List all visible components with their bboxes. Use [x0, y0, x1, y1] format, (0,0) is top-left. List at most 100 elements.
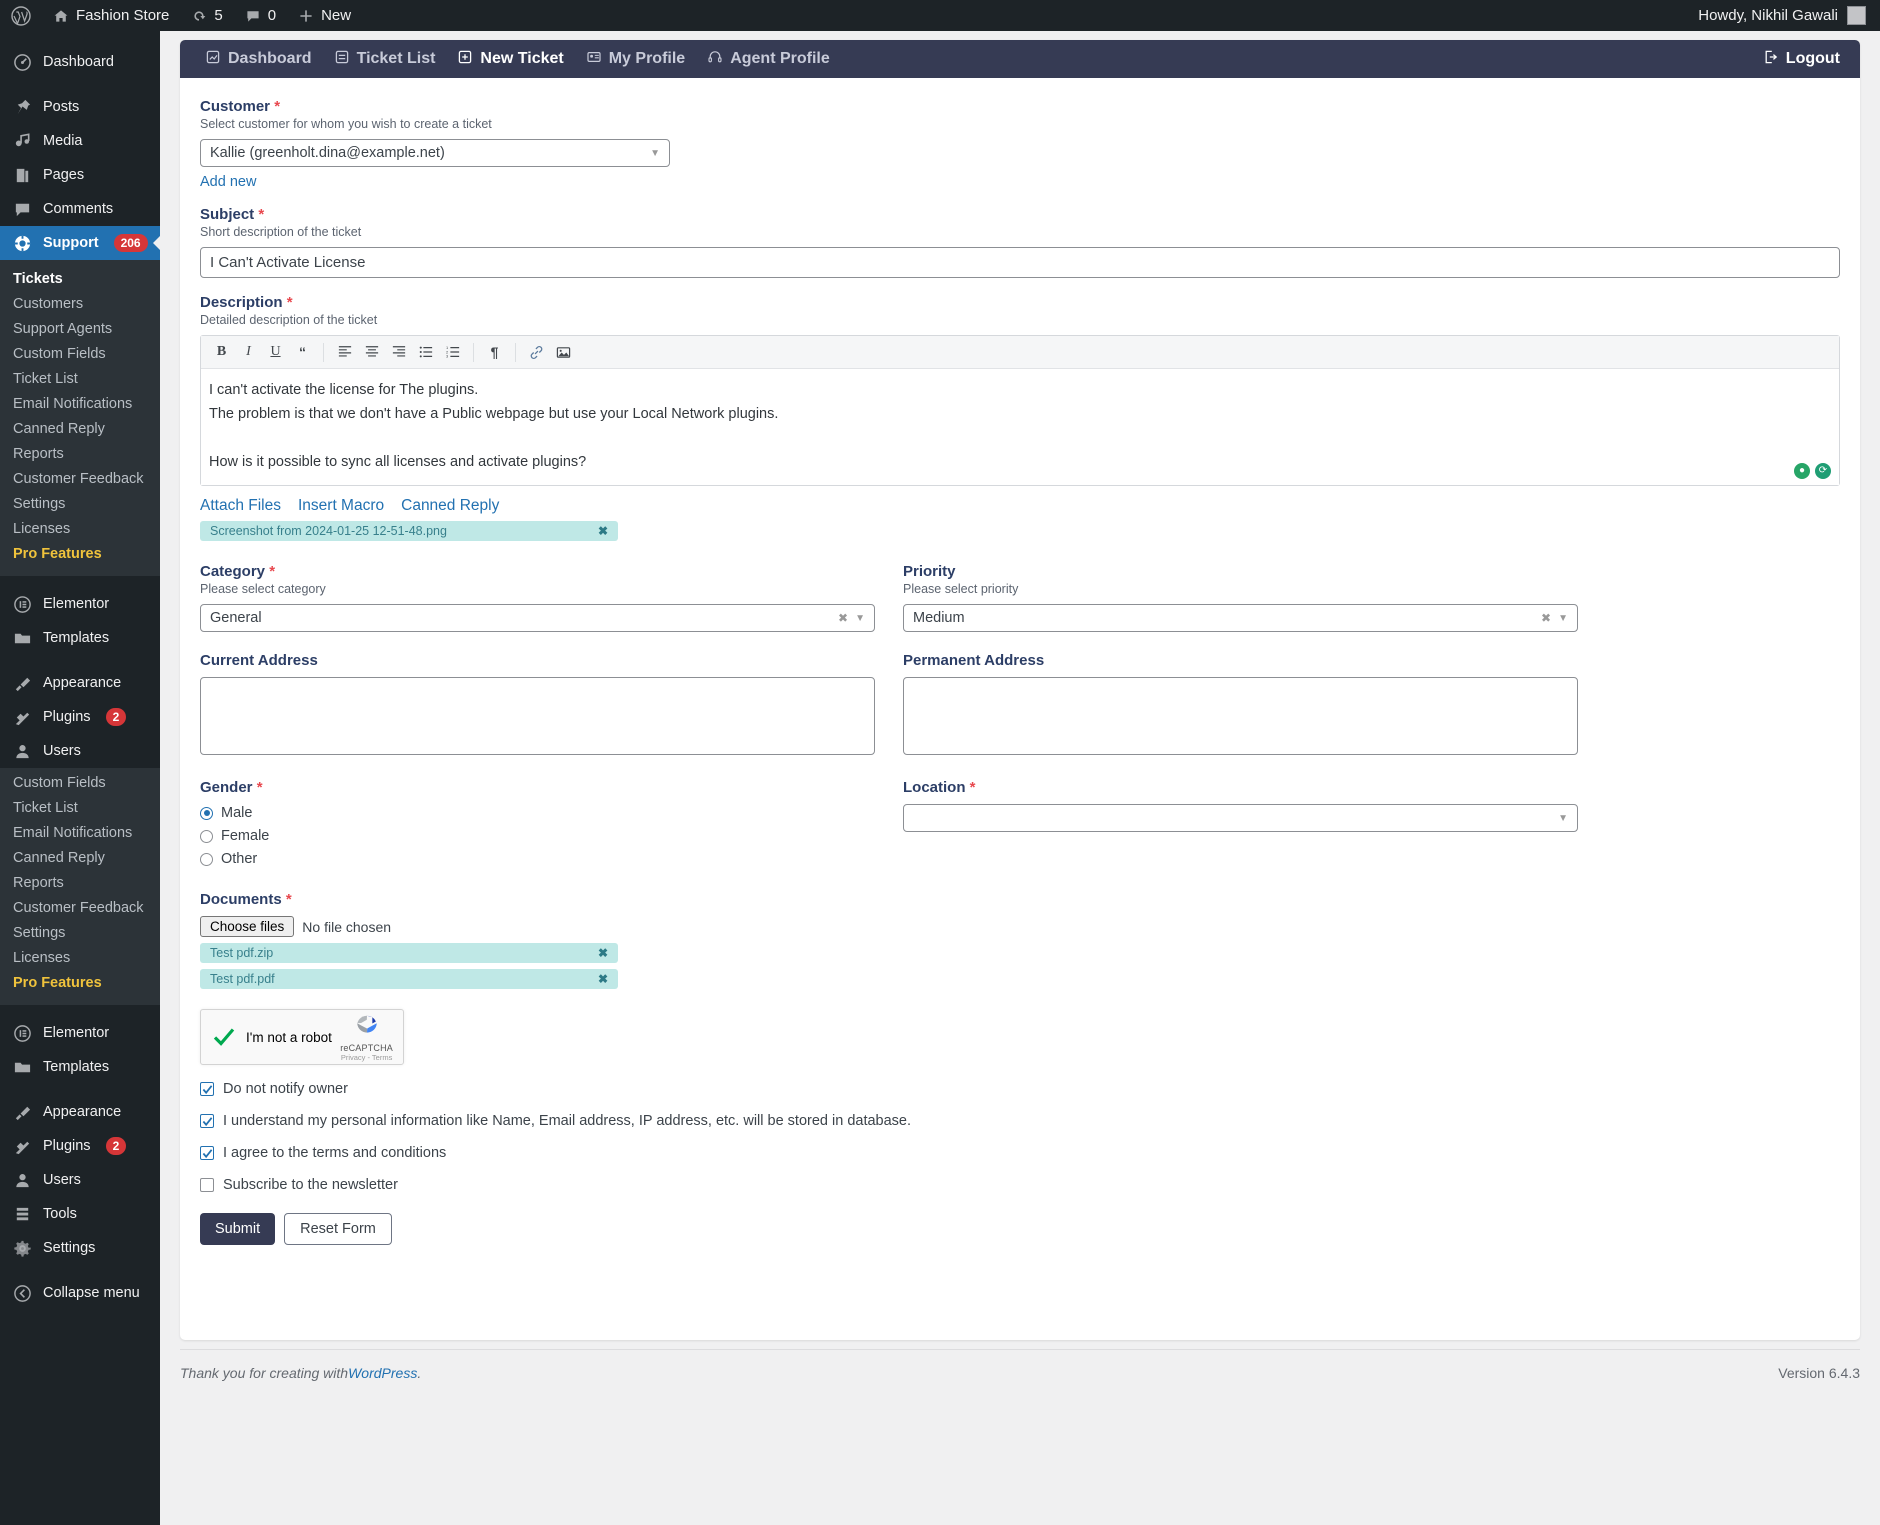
- link-icon[interactable]: [524, 340, 549, 365]
- italic-icon[interactable]: I: [246, 344, 251, 359]
- choose-files-button[interactable]: Choose files: [200, 916, 295, 937]
- blockquote-icon[interactable]: “: [299, 344, 306, 360]
- clear-priority-icon[interactable]: ✖: [1541, 611, 1552, 625]
- submenu-item-licenses[interactable]: Licenses: [13, 520, 71, 537]
- remove-document-icon[interactable]: ✖: [597, 972, 608, 986]
- logout-button[interactable]: Logout: [1757, 49, 1846, 70]
- gender-option-other[interactable]: Other: [200, 849, 875, 869]
- recaptcha-widget[interactable]: I'm not a robot reCAPTCHA Privacy - Term…: [200, 1009, 404, 1065]
- gender-option-male[interactable]: Male: [200, 803, 875, 823]
- add-new-customer-link[interactable]: Add new: [200, 174, 257, 190]
- submenu2-item-settings[interactable]: Settings: [13, 924, 66, 941]
- submenu2-item-reports[interactable]: Reports: [13, 874, 64, 891]
- align-right-icon[interactable]: [386, 340, 411, 365]
- checkbox-terms[interactable]: [200, 1146, 214, 1160]
- submenu-item-support-agents[interactable]: Support Agents: [13, 320, 113, 337]
- checkbox-do-not-notify[interactable]: [200, 1082, 214, 1096]
- submenu-item-ticket-list[interactable]: Ticket List: [13, 370, 78, 387]
- wp-logo-button[interactable]: [0, 0, 42, 31]
- subject-input[interactable]: [200, 247, 1840, 278]
- submenu2-item-custom-fields[interactable]: Custom Fields: [13, 774, 106, 791]
- bold-icon[interactable]: B: [216, 344, 227, 359]
- current-address-textarea[interactable]: [200, 677, 875, 755]
- description-textarea[interactable]: I can't activate the license for The plu…: [201, 369, 1839, 485]
- sidebar-item-users-2[interactable]: Users: [0, 1163, 160, 1197]
- align-left-icon[interactable]: [332, 340, 357, 365]
- checkbox-row-notify[interactable]: Do not notify owner: [200, 1081, 1840, 1097]
- submenu-item-canned-reply[interactable]: Canned Reply: [13, 420, 105, 437]
- submenu-item-tickets[interactable]: Tickets: [13, 270, 63, 287]
- submenu2-item-pro-features[interactable]: Pro Features: [13, 974, 102, 991]
- submenu2-item-canned-reply[interactable]: Canned Reply: [13, 849, 105, 866]
- permanent-address-textarea[interactable]: [903, 677, 1578, 755]
- collapse-menu-button[interactable]: Collapse menu: [0, 1276, 160, 1310]
- sidebar-item-comments[interactable]: Comments: [0, 192, 160, 226]
- checkbox-row-terms[interactable]: I agree to the terms and conditions: [200, 1145, 1840, 1161]
- submenu-item-pro-features[interactable]: Pro Features: [13, 545, 102, 562]
- bullet-list-icon[interactable]: [413, 340, 438, 365]
- howdy-label[interactable]: Howdy, Nikhil Gawali: [1698, 7, 1838, 24]
- sidebar-item-plugins-2[interactable]: Plugins 2: [0, 1129, 160, 1163]
- tab-new-ticket[interactable]: New Ticket: [446, 40, 574, 78]
- submenu-item-customers[interactable]: Customers: [13, 295, 84, 312]
- attach-files-link[interactable]: Attach Files: [200, 497, 281, 514]
- sidebar-item-plugins[interactable]: Plugins 2: [0, 700, 160, 734]
- submenu-item-email-notifications[interactable]: Email Notifications: [13, 395, 133, 412]
- reset-form-button[interactable]: Reset Form: [284, 1213, 392, 1245]
- sidebar-item-tools[interactable]: Tools: [0, 1197, 160, 1231]
- submenu-item-custom-fields[interactable]: Custom Fields: [13, 345, 106, 362]
- sidebar-item-support[interactable]: Support 206: [0, 226, 161, 260]
- tab-my-profile[interactable]: My Profile: [575, 40, 696, 78]
- sidebar-item-users[interactable]: Users: [0, 734, 160, 768]
- submenu-item-customer-feedback[interactable]: Customer Feedback: [13, 470, 144, 487]
- wordpress-link[interactable]: WordPress: [348, 1364, 418, 1381]
- sidebar-item-elementor[interactable]: Elementor: [0, 587, 160, 621]
- submenu2-item-customer-feedback[interactable]: Customer Feedback: [13, 899, 144, 916]
- remove-document-icon[interactable]: ✖: [597, 946, 608, 960]
- submit-button[interactable]: Submit: [200, 1213, 276, 1245]
- refresh-icon[interactable]: ⟳: [1815, 463, 1831, 479]
- sidebar-item-appearance[interactable]: Appearance: [0, 666, 160, 700]
- sidebar-item-elementor-2[interactable]: Elementor: [0, 1016, 160, 1050]
- rtl-icon[interactable]: ¶: [490, 344, 499, 360]
- checkbox-privacy-consent[interactable]: [200, 1114, 214, 1128]
- category-select[interactable]: General ✖ ▼: [200, 604, 875, 632]
- submenu2-item-ticket-list[interactable]: Ticket List: [13, 799, 78, 816]
- sidebar-item-media[interactable]: Media: [0, 124, 160, 158]
- sidebar-item-dashboard[interactable]: Dashboard: [0, 45, 160, 79]
- align-center-icon[interactable]: [359, 340, 384, 365]
- clear-category-icon[interactable]: ✖: [838, 611, 849, 625]
- radio-female[interactable]: [200, 829, 213, 843]
- insert-macro-link[interactable]: Insert Macro: [297, 497, 385, 514]
- checkbox-row-privacy[interactable]: I understand my personal information lik…: [200, 1113, 1840, 1129]
- remove-attachment-icon[interactable]: ✖: [597, 524, 608, 538]
- canned-reply-link[interactable]: Canned Reply: [401, 497, 500, 514]
- sidebar-item-templates-2[interactable]: Templates: [0, 1050, 160, 1084]
- tab-agent-profile[interactable]: Agent Profile: [696, 40, 841, 78]
- radio-male[interactable]: [200, 806, 213, 820]
- priority-select[interactable]: Medium ✖ ▼: [903, 604, 1578, 632]
- new-content-button[interactable]: New: [287, 0, 362, 31]
- comments-button[interactable]: 0: [234, 0, 287, 31]
- image-icon[interactable]: [551, 340, 576, 365]
- submenu2-item-email-notifications[interactable]: Email Notifications: [13, 824, 133, 841]
- checkbox-newsletter[interactable]: [200, 1178, 214, 1192]
- tab-ticket-list[interactable]: Ticket List: [323, 40, 447, 78]
- sidebar-item-posts[interactable]: Posts: [0, 90, 160, 124]
- submenu2-item-licenses[interactable]: Licenses: [13, 949, 71, 966]
- updates-button[interactable]: 5: [180, 0, 233, 31]
- checkbox-row-newsletter[interactable]: Subscribe to the newsletter: [200, 1177, 1840, 1193]
- avatar[interactable]: [1847, 6, 1866, 25]
- submenu-item-settings[interactable]: Settings: [13, 495, 66, 512]
- sidebar-item-pages[interactable]: Pages: [0, 158, 160, 192]
- sidebar-item-templates[interactable]: Templates: [0, 621, 160, 655]
- customer-select[interactable]: Kallie (greenholt.dina@example.net) ▼: [200, 139, 670, 167]
- sidebar-item-settings[interactable]: Settings: [0, 1231, 160, 1265]
- recaptcha-legal-label[interactable]: Privacy - Terms: [340, 1053, 393, 1062]
- gender-option-female[interactable]: Female: [200, 826, 875, 846]
- location-select[interactable]: ▼: [903, 804, 1578, 832]
- site-name-button[interactable]: Fashion Store: [42, 0, 180, 31]
- submenu-item-reports[interactable]: Reports: [13, 445, 64, 462]
- underline-icon[interactable]: U: [270, 344, 281, 359]
